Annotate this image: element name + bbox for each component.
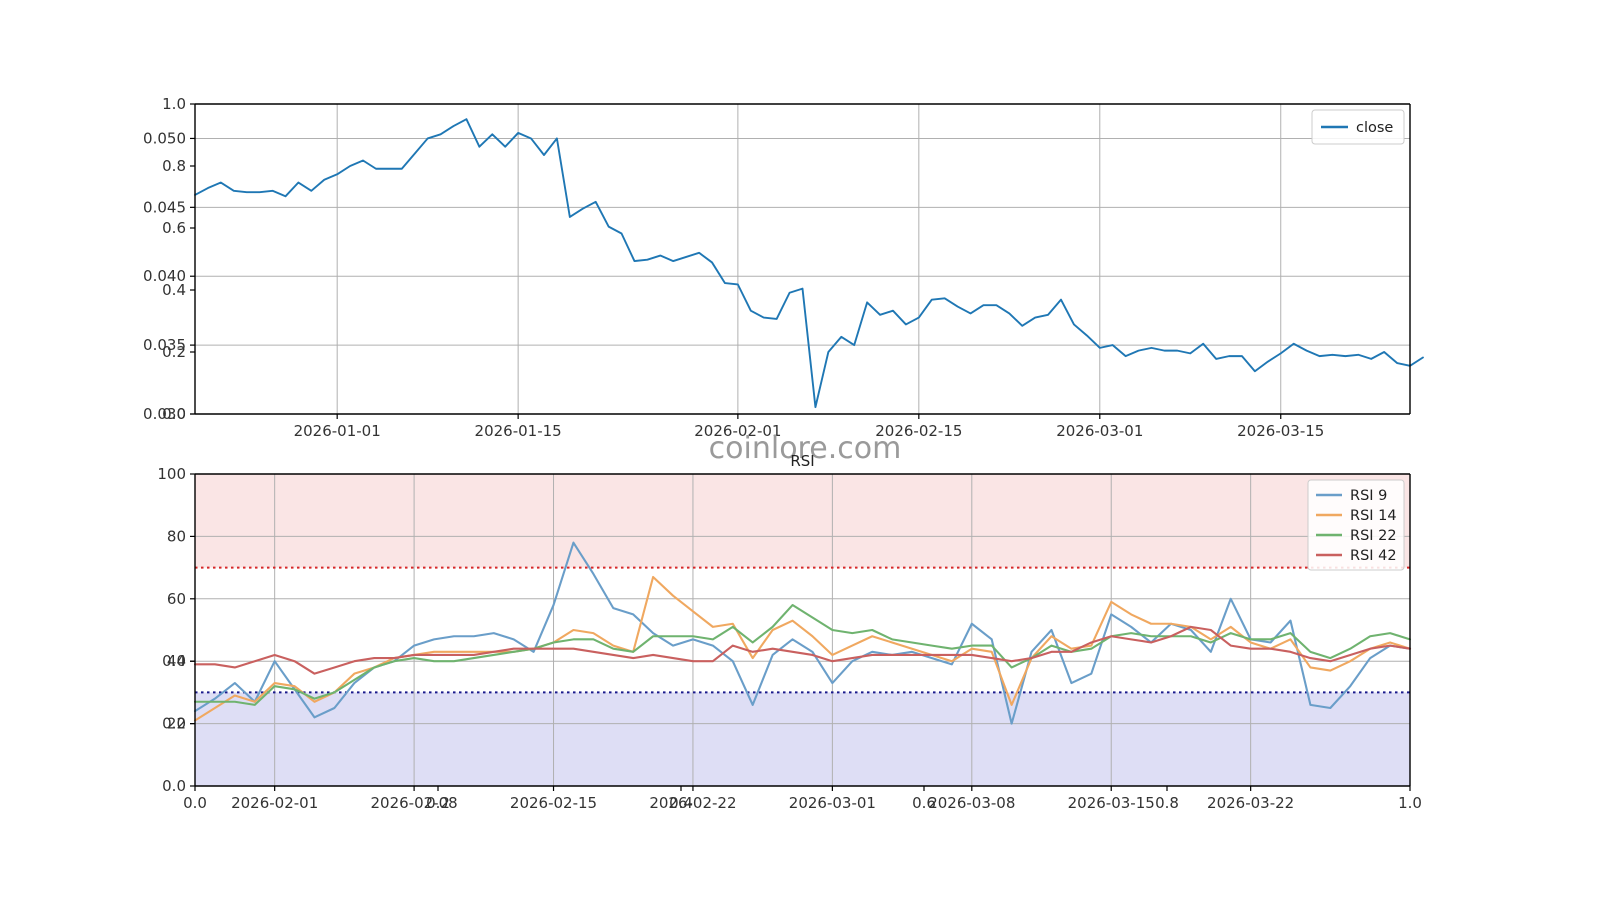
price-y-tick-label: 0.040 [143, 267, 186, 285]
rsi-y-tick-label: 20 [167, 715, 186, 733]
price-x-tick-label: 2026-01-01 [294, 422, 381, 440]
price-y-tick-label-secondary: 0.2 [162, 343, 186, 361]
rsi-x-tick-label-secondary: 0.6 [912, 794, 936, 812]
price-y-tick-label: 0.045 [143, 198, 186, 216]
oversold-band [195, 692, 1410, 786]
price-y-tick-label-secondary: 0.6 [162, 219, 186, 237]
rsi-legend-box [1307, 479, 1405, 571]
rsi-y-tick-label: 40 [167, 652, 186, 670]
overbought-band [195, 474, 1410, 568]
rsi-x-tick-label: 2026-02-08 [371, 794, 458, 812]
price-y-tick-label: 0.030 [143, 405, 186, 423]
rsi-x-tick-label: 2026-03-01 [789, 794, 876, 812]
price-y-tick-label: 0.050 [143, 129, 186, 147]
price-y-tick-label-secondary: 1.0 [162, 95, 186, 113]
rsi-x-tick-label-secondary: 0.0 [183, 794, 207, 812]
rsi-x-tick-label: 2026-03-15 [1068, 794, 1155, 812]
rsi-y-tick-label: 100 [157, 465, 186, 483]
rsi-x-tick-label: 2026-02-15 [510, 794, 597, 812]
rsi-y-tick-label-secondary: 0.4 [162, 652, 186, 670]
price-x-tick-label: 2026-02-01 [694, 422, 781, 440]
rsi-chart-title: RSI [790, 452, 814, 470]
rsi-x-tick-label: 2026-02-22 [649, 794, 736, 812]
price-y-tick-label-secondary: 0.4 [162, 281, 186, 299]
price-x-tick-label: 2026-03-01 [1056, 422, 1143, 440]
price-y-tick-label: 0.035 [143, 336, 186, 354]
price-y-tick-label-secondary: 0.0 [162, 405, 186, 423]
rsi-series-line-rsi-22 [193, 603, 1412, 706]
legend-label-rsi-14: RSI 14 [1350, 508, 1397, 524]
rsi-x-tick-label: 2026-03-22 [1207, 794, 1294, 812]
legend-label-rsi-42: RSI 42 [1350, 548, 1397, 564]
rsi-x-tick-label-secondary: 0.4 [669, 794, 693, 812]
rsi-x-tick-label: 2026-03-08 [928, 794, 1015, 812]
price-legend-box [1311, 109, 1405, 145]
price-x-tick-label: 2026-01-15 [475, 422, 562, 440]
price-chart-panel: 0.030 0.035 0.040 0.045 0.050 0.0 0.2 0.4 0.6 0.8… [143, 95, 1424, 440]
watermark-text: coinlore.com [709, 431, 902, 466]
price-series-line [194, 118, 1424, 409]
price-x-tick-label: 2026-02-15 [875, 422, 962, 440]
legend-label-rsi-9: RSI 9 [1350, 488, 1387, 504]
rsi-chart-panel: 20 40 60 80 100 0.0 0.2 0.4 2026-02-01 2026-02-08… [157, 452, 1422, 812]
rsi-x-tick-label: 2026-02-01 [231, 794, 318, 812]
rsi-y-tick-label: 80 [167, 527, 186, 545]
legend-label-close: close [1356, 120, 1393, 136]
rsi-y-tick-label: 60 [167, 590, 186, 608]
price-y-tick-label-secondary: 0.8 [162, 157, 186, 175]
rsi-x-tick-label-secondary: 0.2 [426, 794, 450, 812]
legend-label-rsi-22: RSI 22 [1350, 528, 1397, 544]
rsi-y-tick-label-secondary: 0.2 [162, 715, 186, 733]
rsi-y-tick-label-secondary: 0.0 [162, 777, 186, 795]
rsi-series-line-rsi-42 [193, 625, 1412, 675]
price-x-tick-label: 2026-03-15 [1237, 422, 1324, 440]
rsi-x-tick-label-secondary: 0.8 [1155, 794, 1179, 812]
rsi-x-tick-label-secondary: 1.0 [1398, 794, 1422, 812]
